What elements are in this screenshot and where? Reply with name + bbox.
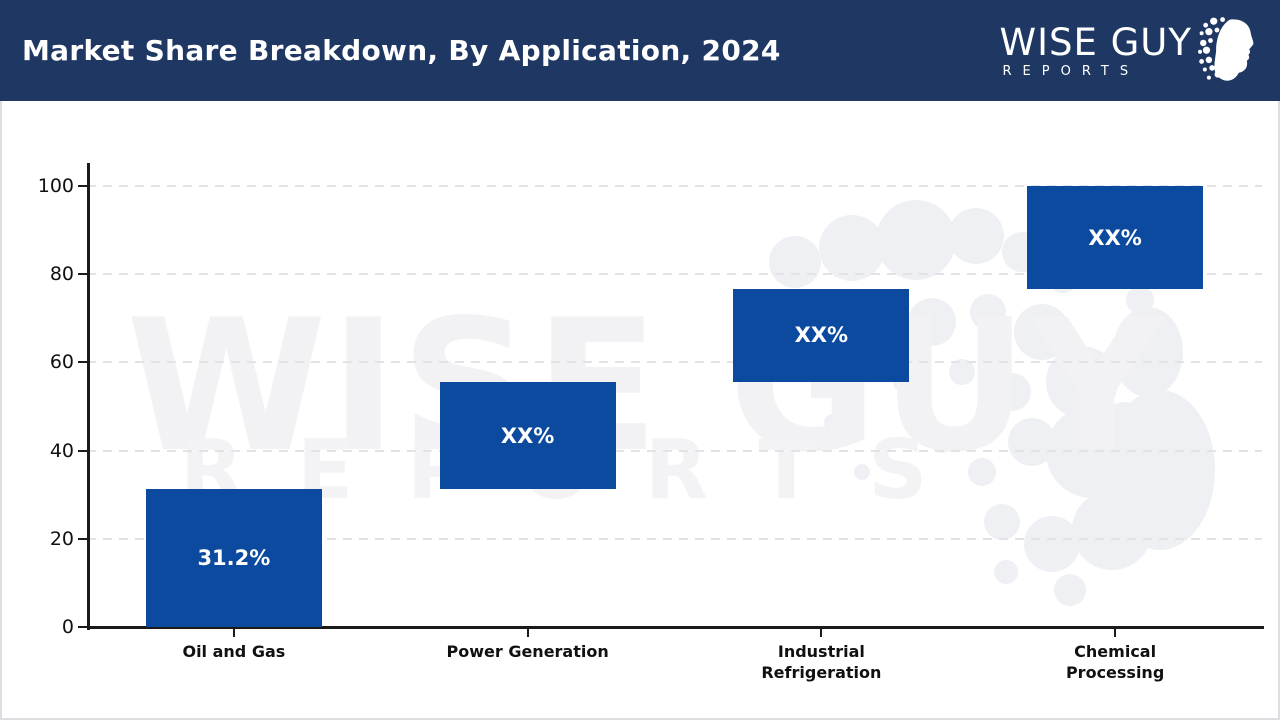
page-title: Market Share Breakdown, By Application, … <box>22 34 781 67</box>
y-tick-mark-20 <box>78 537 87 540</box>
bar-chemical-processing: XX% <box>1027 186 1204 290</box>
y-tick-mark-100 <box>78 185 87 187</box>
x-tick-mark-industrial-refrigeration <box>820 629 823 637</box>
x-axis-label-line: Refrigeration <box>761 663 882 682</box>
x-axis-label-chemical-processing: Chemical Processing <box>985 641 1245 683</box>
y-tick-label-80: 80 <box>49 263 74 286</box>
logo-text: WISE GUY REPORTS <box>1000 24 1192 78</box>
bar-oil-and-gas: 31.2% <box>145 489 322 627</box>
x-axis-label-line: Power Generation <box>446 642 609 661</box>
bar-value-label-chemical-processing: XX% <box>1088 225 1142 250</box>
x-axis-label-line: Industrial <box>777 642 865 661</box>
wise-guy-reports-logo: WISE GUY REPORTS <box>1000 14 1254 88</box>
gridline-20 <box>87 537 1262 540</box>
x-axis-label-oil-and-gas: Oil and Gas <box>104 641 364 662</box>
gridline-100 <box>87 185 1262 187</box>
bar-value-label-power-generation: XX% <box>500 423 555 448</box>
x-axis-label-industrial-refrigeration: Industrial Refrigeration <box>691 641 951 683</box>
y-tick-label-60: 60 <box>49 351 74 374</box>
y-tick-label-0: 0 <box>61 616 74 638</box>
logo-sub-text: REPORTS <box>1002 63 1140 79</box>
x-axis-label-power-generation: Power Generation <box>398 641 658 662</box>
y-tick-label-100: 100 <box>37 175 74 197</box>
x-tick-mark-chemical-processing <box>1114 629 1117 637</box>
header-bar: Market Share Breakdown, By Application, … <box>0 0 1280 101</box>
y-axis-line <box>87 163 90 630</box>
bar-value-label-industrial-refrigeration: XX% <box>794 323 849 348</box>
bar-value-label-oil-and-gas: 31.2% <box>197 546 271 571</box>
gridline-40 <box>87 449 1262 452</box>
dotted-face-icon <box>1198 16 1254 81</box>
y-tick-mark-0 <box>78 626 87 628</box>
y-tick-mark-80 <box>78 273 87 276</box>
x-axis-line <box>87 626 1264 629</box>
logo-brand-text: WISE GUY <box>999 20 1192 64</box>
y-tick-label-20: 20 <box>49 527 74 550</box>
gridline-80 <box>87 273 1262 276</box>
bar-power-generation: XX% <box>439 381 616 490</box>
bar-industrial-refrigeration: XX% <box>733 289 910 382</box>
x-tick-mark-oil-and-gas <box>232 629 235 637</box>
x-axis-label-line: Oil and Gas <box>182 642 286 661</box>
x-tick-mark-power-generation <box>526 629 529 637</box>
y-tick-mark-60 <box>78 361 87 364</box>
x-axis-label-line: Processing <box>1065 663 1165 682</box>
x-axis-label-line: Chemical <box>1074 642 1157 661</box>
gridline-60 <box>87 361 1262 364</box>
y-tick-label-40: 40 <box>49 439 74 462</box>
y-tick-mark-40 <box>78 449 87 452</box>
